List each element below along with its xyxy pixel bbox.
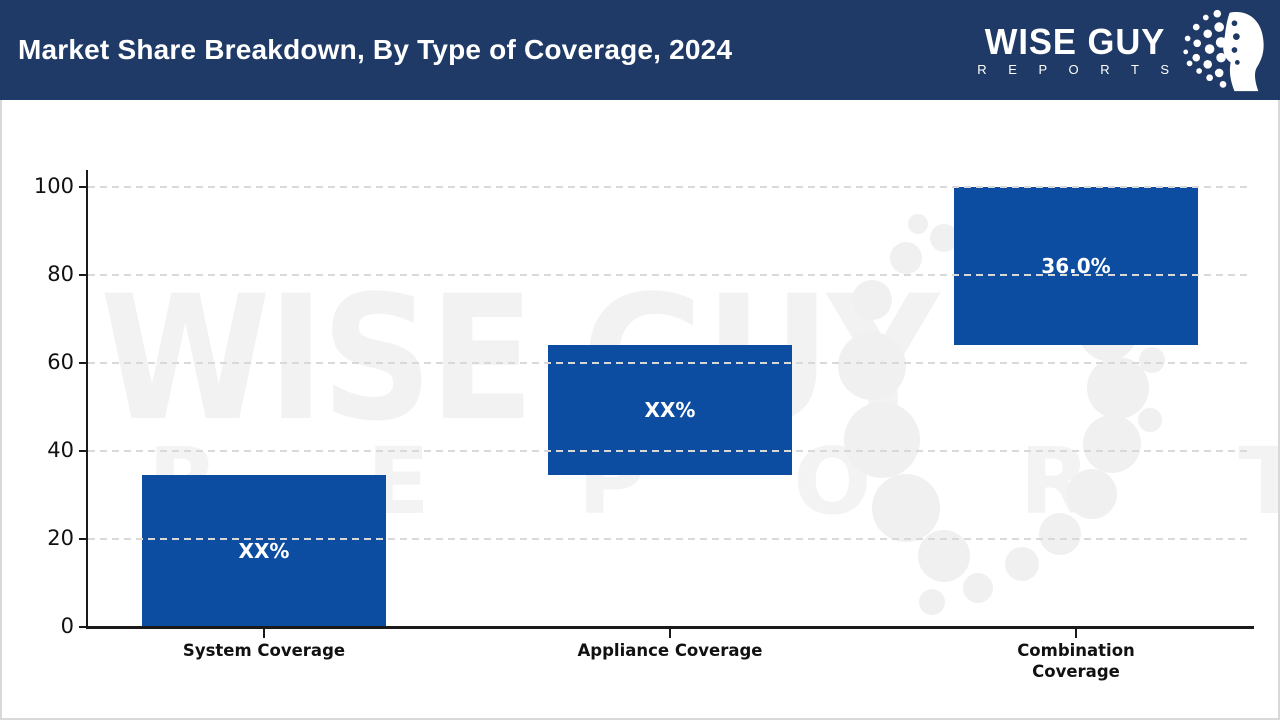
x-axis-line bbox=[86, 626, 1254, 629]
x-category-label-2: Combination Coverage bbox=[1017, 641, 1135, 682]
x-tick-1 bbox=[669, 629, 671, 638]
x-tick-0 bbox=[263, 629, 265, 638]
y-tick-label-60: 60 bbox=[47, 350, 74, 374]
left-border bbox=[0, 100, 2, 720]
gridline-40 bbox=[88, 450, 1252, 452]
y-tick-0 bbox=[79, 626, 88, 628]
logo-subtitle: R E P O R T S bbox=[977, 62, 1178, 77]
y-tick-label-0: 0 bbox=[60, 614, 74, 638]
gridline-80 bbox=[88, 274, 1252, 276]
x-tick-2 bbox=[1075, 629, 1077, 638]
logo-wordmark: WISE GUY bbox=[984, 21, 1165, 62]
y-tick-60 bbox=[79, 362, 88, 364]
watermark-wordmark: WISE GUY bbox=[100, 258, 939, 459]
page-title: Market Share Breakdown, By Type of Cover… bbox=[18, 34, 733, 65]
y-tick-label-80: 80 bbox=[47, 262, 74, 286]
y-tick-100 bbox=[79, 186, 88, 188]
bar-value-label-2: 36.0% bbox=[1041, 254, 1111, 279]
header-band: Market Share Breakdown, By Type of Cover… bbox=[0, 0, 1280, 100]
gridline-100 bbox=[88, 186, 1252, 188]
y-tick-80 bbox=[79, 274, 88, 276]
y-axis-line bbox=[86, 170, 88, 628]
bottom-border bbox=[0, 718, 1280, 720]
logo-text: WISE GUY R E P O R T S bbox=[971, 21, 1178, 77]
x-category-label-0: System Coverage bbox=[182, 641, 346, 660]
gridline-20 bbox=[88, 538, 1252, 540]
bar-1 bbox=[548, 345, 792, 476]
y-tick-20 bbox=[79, 538, 88, 540]
y-tick-label-20: 20 bbox=[47, 526, 74, 550]
x-category-label-1: Appliance Coverage bbox=[577, 641, 763, 660]
right-border bbox=[1278, 100, 1280, 720]
y-tick-label-40: 40 bbox=[47, 438, 74, 462]
bar-value-label-0: XX% bbox=[238, 539, 290, 564]
y-tick-label-100: 100 bbox=[33, 174, 74, 198]
gridline-60 bbox=[88, 362, 1252, 364]
logo-face-icon bbox=[1183, 9, 1264, 92]
wise-guy-logo: WISE GUY R E P O R T S bbox=[971, 6, 1280, 94]
bar-value-label-1: XX% bbox=[644, 398, 696, 423]
bar-0 bbox=[142, 475, 386, 627]
y-tick-40 bbox=[79, 450, 88, 452]
